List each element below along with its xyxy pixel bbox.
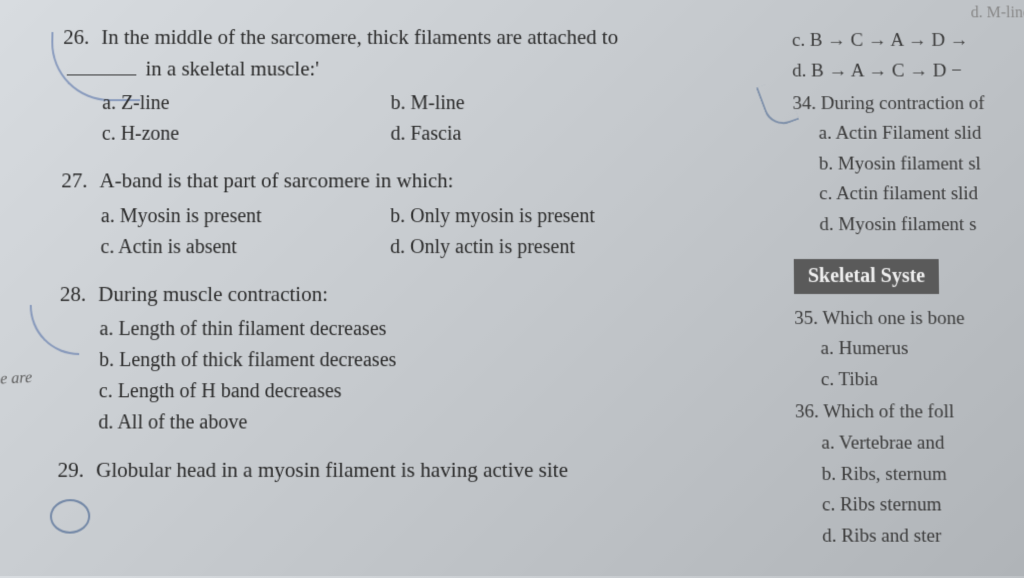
right-column: d. M-line c. B → C → A → D → d. B → A → …	[792, 3, 1024, 555]
question-text: In the middle of the sarcomere, thick fi…	[63, 25, 618, 80]
question-number: 27.	[61, 168, 87, 193]
q35-option-a: a. Humerus	[820, 336, 1024, 363]
question-number: 36.	[795, 402, 819, 423]
marginal-text: cle are	[0, 369, 32, 389]
option-c: c. Actin is absent	[100, 234, 360, 261]
question-text: Globular head in a myosin filament is ha…	[96, 458, 568, 482]
question-text-after: in a skeletal muscle:'	[145, 56, 319, 80]
q36-option-c: c. Ribs sternum	[822, 492, 1024, 519]
right-option-c: c. B → C → A → D →	[792, 29, 1024, 55]
pen-circle-mark	[50, 499, 91, 533]
section-header-skeletal: Skeletal Syste	[794, 259, 940, 294]
q36-option-b: b. Ribs, sternum	[822, 461, 1024, 488]
blank-fill	[67, 74, 137, 75]
options-grid: a. Z-line b. M-line c. H-zone d. Fascia	[102, 90, 700, 147]
question-26: 26. In the middle of the sarcomere, thic…	[62, 22, 699, 147]
options-grid: a. Myosin is present b. Only myosin is p…	[100, 203, 700, 261]
question-text: During muscle contraction:	[98, 282, 328, 306]
question-number: 26.	[63, 25, 89, 50]
option-d: d. All of the above	[98, 409, 600, 436]
q34-option-b: b. Myosin filament sl	[819, 151, 1024, 177]
question-text: A-band is that part of sarcomere in whic…	[99, 168, 453, 192]
question-number: 29.	[57, 458, 84, 483]
q36-option-d: d. Ribs and ster	[822, 523, 1024, 550]
option-a: a. Length of thin filament decreases	[99, 316, 600, 343]
question-text: Which one is bone	[822, 308, 964, 329]
q36-option-a: a. Vertebrae and	[821, 430, 1024, 457]
question-text: During contraction of	[821, 93, 985, 114]
right-option-d: d. B → A → C → D −	[792, 59, 1024, 85]
question-28: 28. During muscle contraction: a. Length…	[58, 279, 701, 437]
option-c: c. H-zone	[102, 121, 361, 148]
option-b: b. Length of thick filament decreases	[99, 347, 600, 374]
question-27: 27. A-band is that part of sarcomere in …	[60, 166, 699, 261]
option-d: d. Fascia	[390, 121, 649, 148]
question-number: 28.	[60, 282, 87, 307]
question-36: 36. Which of the foll	[795, 400, 1024, 427]
option-a: a. Myosin is present	[101, 203, 361, 230]
option-b: b. Only myosin is present	[390, 203, 650, 230]
question-34: 34. During contraction of	[792, 91, 1024, 117]
q35-option-c: c. Tibia	[821, 367, 1024, 394]
q34-option-a: a. Actin Filament slid	[819, 121, 1024, 147]
question-29: 29. Globular head in a myosin filament i…	[57, 455, 701, 487]
options-list: a. Length of thin filament decreases b. …	[98, 316, 701, 437]
option-b: b. M-line	[391, 90, 650, 117]
question-number: 35.	[794, 308, 818, 329]
option-a: a. Z-line	[102, 90, 361, 117]
pen-check-mark	[756, 78, 800, 130]
q34-option-c: c. Actin filament slid	[819, 182, 1024, 208]
option-c: c. Length of H band decreases	[99, 378, 601, 405]
q34-option-d: d. Myosin filament s	[819, 212, 1024, 238]
question-text-before: In the middle of the sarcomere, thick fi…	[101, 25, 618, 49]
partial-top-text: d. M-line	[792, 3, 1024, 25]
question-text: Which of the foll	[823, 402, 954, 423]
question-35: 35. Which one is bone	[794, 306, 1024, 333]
option-d: d. Only actin is present	[390, 234, 650, 261]
